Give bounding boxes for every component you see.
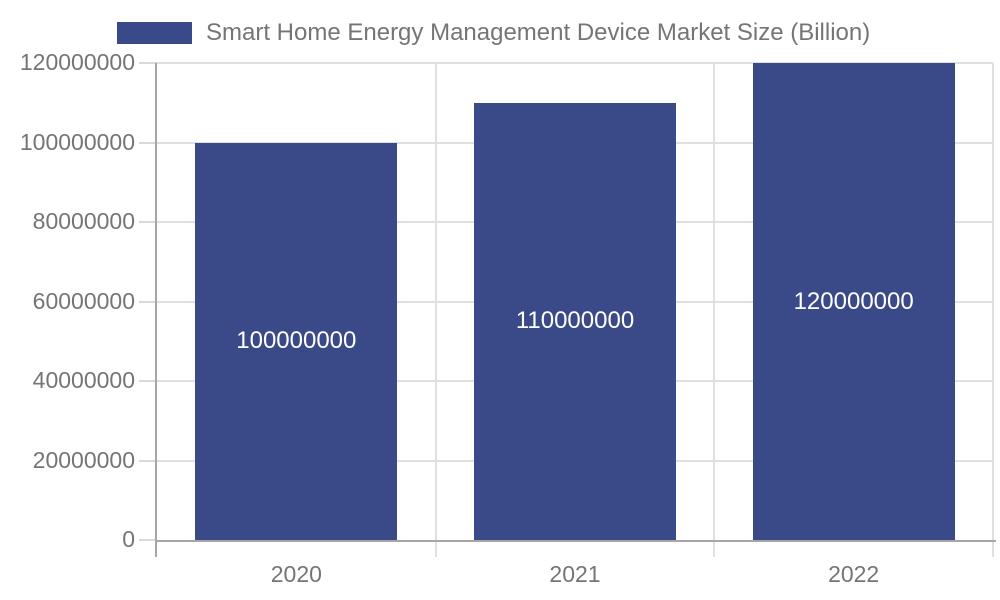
bar-2022[interactable] xyxy=(752,63,955,540)
y-axis-tick-label: 40000000 xyxy=(32,367,135,393)
y-axis-line xyxy=(155,63,157,557)
x-axis-tick-label: 2022 xyxy=(828,561,880,587)
y-axis-tick-label: 0 xyxy=(122,526,135,552)
x-axis-line xyxy=(155,540,996,542)
y-axis-tick xyxy=(139,380,157,382)
gridline-horizontal xyxy=(157,62,993,64)
y-axis-tick xyxy=(139,300,157,303)
y-axis-tick xyxy=(139,539,157,541)
y-axis-tick-label: 100000000 xyxy=(19,128,135,155)
gridline-vertical xyxy=(992,63,994,557)
y-axis-tick xyxy=(139,459,157,462)
legend-swatch[interactable] xyxy=(117,22,192,44)
bar-value-label: 100000000 xyxy=(236,327,357,355)
y-axis-tick-label: 60000000 xyxy=(32,287,135,314)
bar-value-label: 120000000 xyxy=(793,287,914,315)
bar-2021[interactable] xyxy=(474,102,676,540)
y-axis-tick xyxy=(139,62,157,64)
chart-legend[interactable]: Smart Home Energy Management Device Mark… xyxy=(117,14,870,52)
x-axis-tick-label: 2020 xyxy=(270,561,322,587)
gridline-vertical xyxy=(713,63,716,557)
chart-title: Smart Home Energy Management Device Mark… xyxy=(206,19,871,46)
y-axis-tick xyxy=(139,221,157,223)
gridline-vertical xyxy=(434,63,437,557)
y-axis-tick-label: 20000000 xyxy=(32,446,135,473)
bar-2020[interactable] xyxy=(195,142,398,540)
y-axis-tick-label: 80000000 xyxy=(32,208,135,234)
y-axis-tick-label: 120000000 xyxy=(19,49,135,75)
y-axis-tick xyxy=(139,141,157,144)
bar-value-label: 110000000 xyxy=(515,307,635,335)
x-axis-tick-label: 2021 xyxy=(549,561,601,587)
